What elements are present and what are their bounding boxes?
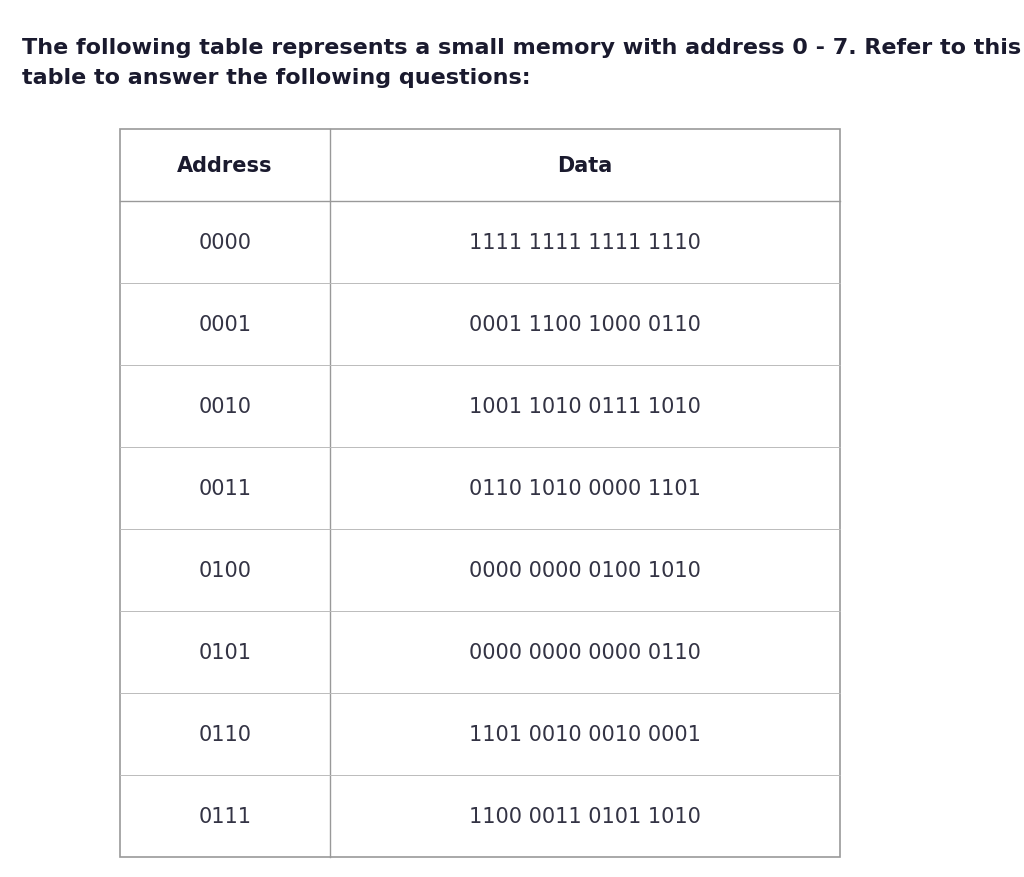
Text: The following table represents a small memory with address 0 - 7. Refer to this: The following table represents a small m…: [22, 38, 1021, 58]
Text: 0001 1100 1000 0110: 0001 1100 1000 0110: [469, 315, 701, 335]
Text: 0000 0000 0100 1010: 0000 0000 0100 1010: [469, 560, 701, 581]
Text: 1001 1010 0111 1010: 1001 1010 0111 1010: [469, 396, 701, 417]
Text: 1111 1111 1111 1110: 1111 1111 1111 1110: [469, 232, 701, 253]
Text: Data: Data: [557, 156, 612, 175]
Text: 1100 0011 0101 1010: 1100 0011 0101 1010: [469, 806, 701, 826]
Bar: [120, 130, 840, 857]
Text: 0011: 0011: [199, 479, 252, 498]
Text: 1101 0010 0010 0001: 1101 0010 0010 0001: [469, 724, 701, 745]
Text: 0101: 0101: [199, 642, 252, 662]
Text: 0010: 0010: [199, 396, 252, 417]
Text: 0100: 0100: [199, 560, 252, 581]
Text: 0000 0000 0000 0110: 0000 0000 0000 0110: [469, 642, 701, 662]
Text: 0001: 0001: [199, 315, 252, 335]
Text: table to answer the following questions:: table to answer the following questions:: [22, 68, 530, 88]
Text: 0000: 0000: [199, 232, 252, 253]
Text: Address: Address: [177, 156, 272, 175]
Text: 0111: 0111: [199, 806, 252, 826]
Text: 0110 1010 0000 1101: 0110 1010 0000 1101: [469, 479, 701, 498]
Text: 0110: 0110: [199, 724, 252, 745]
